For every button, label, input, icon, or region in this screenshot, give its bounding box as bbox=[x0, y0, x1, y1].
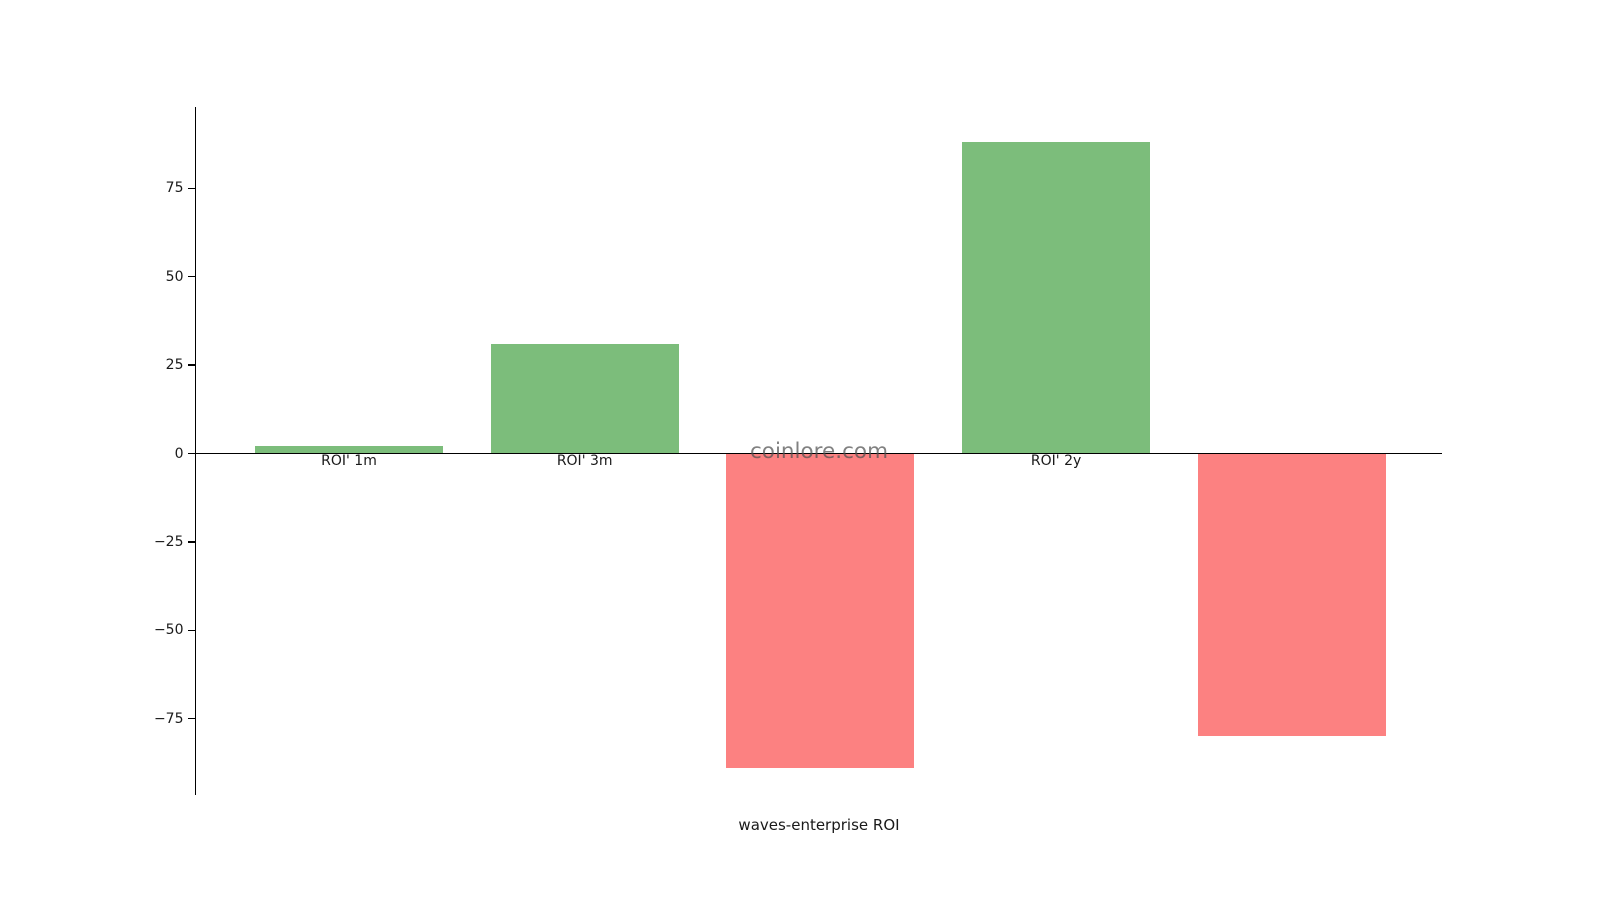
y-tick-label: 75 bbox=[165, 180, 184, 197]
y-tick-label: −50 bbox=[153, 622, 184, 639]
x-tick-label: ROI' 2y bbox=[1030, 452, 1082, 469]
bar-roi-2 bbox=[726, 453, 915, 769]
y-tick-label: 50 bbox=[165, 268, 184, 285]
y-tick-mark bbox=[187, 629, 195, 631]
y-tick-mark bbox=[187, 541, 195, 543]
bar-roi-1m bbox=[255, 446, 443, 454]
y-tick-mark bbox=[187, 718, 195, 720]
x-tick-label: ROI' 3m bbox=[556, 452, 613, 469]
y-axis-spine bbox=[194, 107, 196, 795]
chart-title: waves-enterprise ROI bbox=[738, 816, 900, 834]
y-tick-label: −25 bbox=[153, 533, 184, 550]
y-tick-mark bbox=[187, 364, 195, 366]
bar-roi-4 bbox=[1197, 453, 1386, 737]
y-tick-label: 0 bbox=[174, 445, 184, 462]
y-tick-label: −75 bbox=[153, 710, 184, 727]
bar-roi-2y bbox=[962, 142, 1151, 454]
x-axis-zero-line bbox=[196, 452, 1442, 455]
y-tick-mark bbox=[187, 276, 195, 278]
y-tick-mark bbox=[187, 452, 195, 455]
watermark: coinlore.com bbox=[749, 439, 889, 464]
bar-roi-3m bbox=[490, 343, 679, 454]
y-tick-label: 25 bbox=[165, 357, 184, 374]
x-tick-label: ROI' 1m bbox=[321, 452, 377, 469]
y-tick-mark bbox=[187, 187, 195, 189]
